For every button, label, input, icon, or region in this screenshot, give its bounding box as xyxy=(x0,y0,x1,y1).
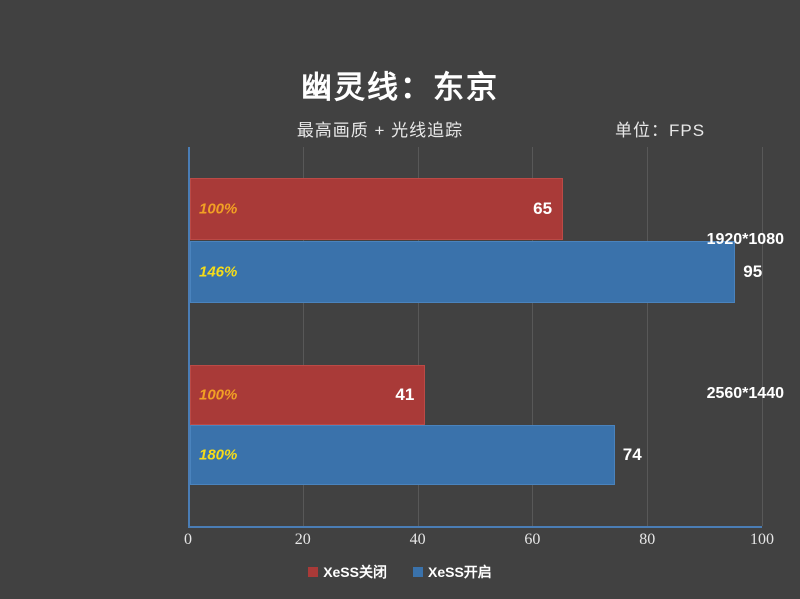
x-tick-label: 20 xyxy=(294,531,311,548)
bar-percent-label: 146% xyxy=(199,263,238,281)
x-axis-line xyxy=(188,526,762,528)
legend-label: XeSS关闭 xyxy=(323,564,387,580)
legend-swatch-icon xyxy=(308,567,319,577)
category-label: 2560*1440 xyxy=(706,385,784,402)
gridline-80 xyxy=(647,147,649,526)
bar: 100% 41 xyxy=(190,365,426,425)
chart-unit-note: 单位：FPS xyxy=(614,121,706,140)
bar: 100% 65 xyxy=(190,178,564,240)
bar-percent-label: 100% xyxy=(199,386,238,404)
gridline-60 xyxy=(532,147,534,526)
gridline-20 xyxy=(302,147,304,526)
gridline-100 xyxy=(762,147,763,526)
x-tick-label: 80 xyxy=(639,531,656,548)
plot-area: 100% 65 146% 95 100% 41 180% 74 xyxy=(188,147,763,528)
legend-swatch-icon xyxy=(413,567,423,577)
chart-title: 幽灵线：东京 xyxy=(301,70,499,105)
legend-item[interactable]: XeSS开启 xyxy=(413,562,492,582)
legend-label: XeSS开启 xyxy=(428,564,492,580)
x-tick-label: 0 xyxy=(184,531,192,548)
bar-value-label: 41 xyxy=(395,385,415,404)
bar: 146% 95 xyxy=(190,241,762,303)
bar-percent-label: 180% xyxy=(199,446,238,464)
x-tick-label: 40 xyxy=(409,531,426,548)
x-tick-label: 60 xyxy=(524,531,541,548)
legend-item[interactable]: XeSS关闭 xyxy=(308,562,387,582)
chart-legend: XeSS关闭 XeSS开启 xyxy=(0,562,800,582)
gridline-40 xyxy=(417,147,419,526)
bar-percent-label: 100% xyxy=(199,200,238,218)
y-axis-line xyxy=(188,147,190,528)
bar: 180% 74 xyxy=(190,425,642,485)
x-tick-label: 100 xyxy=(750,531,774,548)
bar-value-label: 74 xyxy=(622,445,642,464)
category-label: 1920*1080 xyxy=(706,231,784,248)
chart-subtitle: 最高画质 + 光线追踪 xyxy=(296,121,464,140)
bar-value-label: 65 xyxy=(533,199,553,218)
bar-value-label: 95 xyxy=(743,262,763,281)
